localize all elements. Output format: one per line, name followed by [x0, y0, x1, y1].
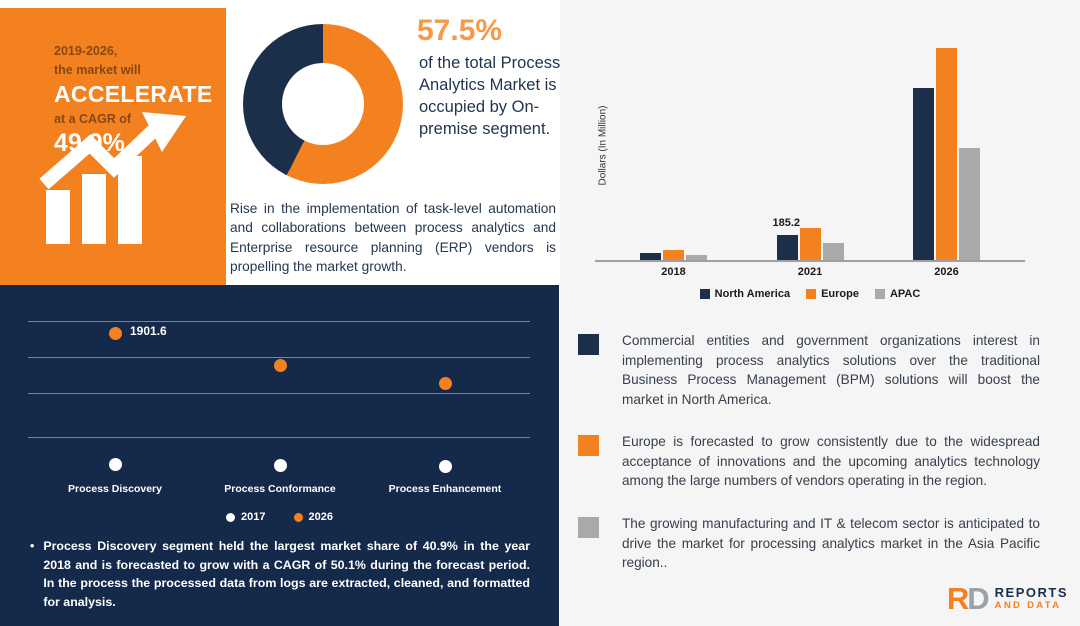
logo-letter-d: D	[967, 581, 989, 616]
cagr-headline: ACCELERATE	[54, 80, 213, 107]
logo-name-top: REPORTS	[994, 584, 1068, 600]
insight-north-america: Commercial entities and government organ…	[578, 331, 1040, 409]
dot-2017-process-enhancement	[438, 460, 452, 473]
donut-chart	[243, 24, 403, 184]
insight-square-europe	[578, 435, 599, 457]
dot-2026-process-conformance	[273, 358, 287, 372]
gridline	[28, 321, 530, 322]
bar-apac	[822, 242, 844, 260]
insight-text-apac: The growing manufacturing and IT & telec…	[622, 515, 1040, 571]
logo-name-bottom: AND DATA	[994, 599, 1062, 611]
bar-europe	[799, 228, 821, 260]
x-tick-2021: 2021	[797, 266, 823, 278]
right-panel-background	[560, 0, 1080, 626]
process-discovery-note-text: Process Discovery segment held the large…	[43, 539, 530, 609]
legend-square-europe	[806, 289, 817, 299]
gridline	[28, 357, 530, 358]
dot-plot-value-label: 1901.6	[130, 324, 167, 338]
dot-2026-process-discovery	[108, 326, 122, 340]
bar-group-2021: 2021 185.2	[773, 217, 844, 278]
insight-text-north-america: Commercial entities and government organ…	[622, 333, 1040, 407]
bar-chart-legend: North America Europe APAC	[595, 288, 1025, 300]
legend-item-2017: 2017	[226, 511, 266, 523]
legend-item-north-america: North America	[699, 288, 791, 300]
bar-north-america	[913, 88, 934, 260]
logo-letter-r: R	[946, 581, 969, 616]
legend-dot-2026	[293, 512, 303, 522]
bar-value-label-185: 185.2	[772, 217, 801, 229]
bullet-marker: •	[30, 539, 35, 553]
legend-label-2017: 2017	[241, 511, 266, 523]
insight-apac: The growing manufacturing and IT & telec…	[578, 514, 1040, 573]
x-tick-2026: 2026	[934, 266, 959, 278]
gridline	[28, 393, 530, 394]
insight-square-north-america	[578, 334, 599, 355]
insight-europe: Europe is forecasted to grow consistentl…	[578, 432, 1040, 491]
dot-plot: 1901.6	[28, 311, 530, 483]
logo-wordmark: REPORTS AND DATA	[994, 584, 1068, 612]
category-process-discovery: Process Discovery	[68, 483, 162, 495]
dot-2017-process-discovery	[108, 458, 122, 472]
regional-insights: Commercial entities and government organ…	[578, 331, 1040, 596]
dot-2026-process-enhancement	[438, 376, 452, 390]
bar-europe	[936, 48, 957, 260]
category-process-enhancement: Process Enhancement	[388, 483, 502, 495]
legend-item-europe: Europe	[806, 288, 859, 300]
process-discovery-note: • Process Discovery segment held the lar…	[30, 537, 530, 611]
segment-panel: 1901.6 Process Discovery Process Conform…	[0, 285, 559, 626]
insight-square-apac	[578, 516, 599, 538]
cagr-period: 2019-2026,	[54, 44, 118, 58]
legend-square-apac	[874, 289, 885, 299]
bar-group-2018: 2018	[640, 250, 707, 278]
legend-label-europe: Europe	[821, 288, 859, 300]
legend-label-apac: APAC	[889, 288, 921, 300]
bar-apac	[959, 147, 980, 260]
bar-plot-area: Dollars (In Million) 2018 2021 185.2 202…	[595, 42, 1025, 278]
legend-dot-2017	[226, 512, 236, 522]
bar-group-2026: 2026	[913, 48, 980, 278]
bar-north-america	[776, 234, 798, 260]
x-tick-2018: 2018	[661, 266, 686, 278]
legend-item-apac: APAC	[874, 288, 921, 300]
dot-plot-legend: 2017 2026	[0, 511, 559, 523]
legend-item-2026: 2026	[293, 511, 333, 523]
logo-monogram: RD	[946, 581, 990, 616]
cagr-line4: at a CAGR of	[54, 111, 132, 126]
bar-europe	[663, 250, 684, 260]
insight-text-europe: Europe is forecasted to grow consistentl…	[622, 434, 1040, 489]
legend-label-2026: 2026	[308, 511, 333, 523]
cagr-line2: the market will	[54, 62, 141, 77]
intro-paragraph: Rise in the implementation of task-level…	[230, 201, 556, 275]
legend-label-north-america: North America	[714, 288, 791, 300]
dot-2017-process-conformance	[273, 459, 287, 473]
regional-bar-chart: Dollars (In Million) 2018 2021 185.2 202…	[595, 42, 1025, 300]
gridline	[28, 437, 530, 438]
donut-value-label: 57.5%	[417, 14, 503, 47]
bar-apac	[686, 255, 707, 260]
growth-arrow-icon	[38, 112, 190, 249]
cagr-callout-box: 2019-2026, the market will ACCELERATE at…	[0, 8, 226, 285]
category-process-conformance: Process Conformance	[224, 483, 336, 495]
y-axis-label: Dollars (In Million)	[597, 105, 609, 186]
legend-square-north-america	[699, 289, 710, 299]
donut-description: of the total Process Analytics Market is…	[419, 54, 561, 139]
bar-north-america	[640, 253, 661, 260]
reports-and-data-logo: RD REPORTS AND DATA	[947, 583, 1068, 614]
